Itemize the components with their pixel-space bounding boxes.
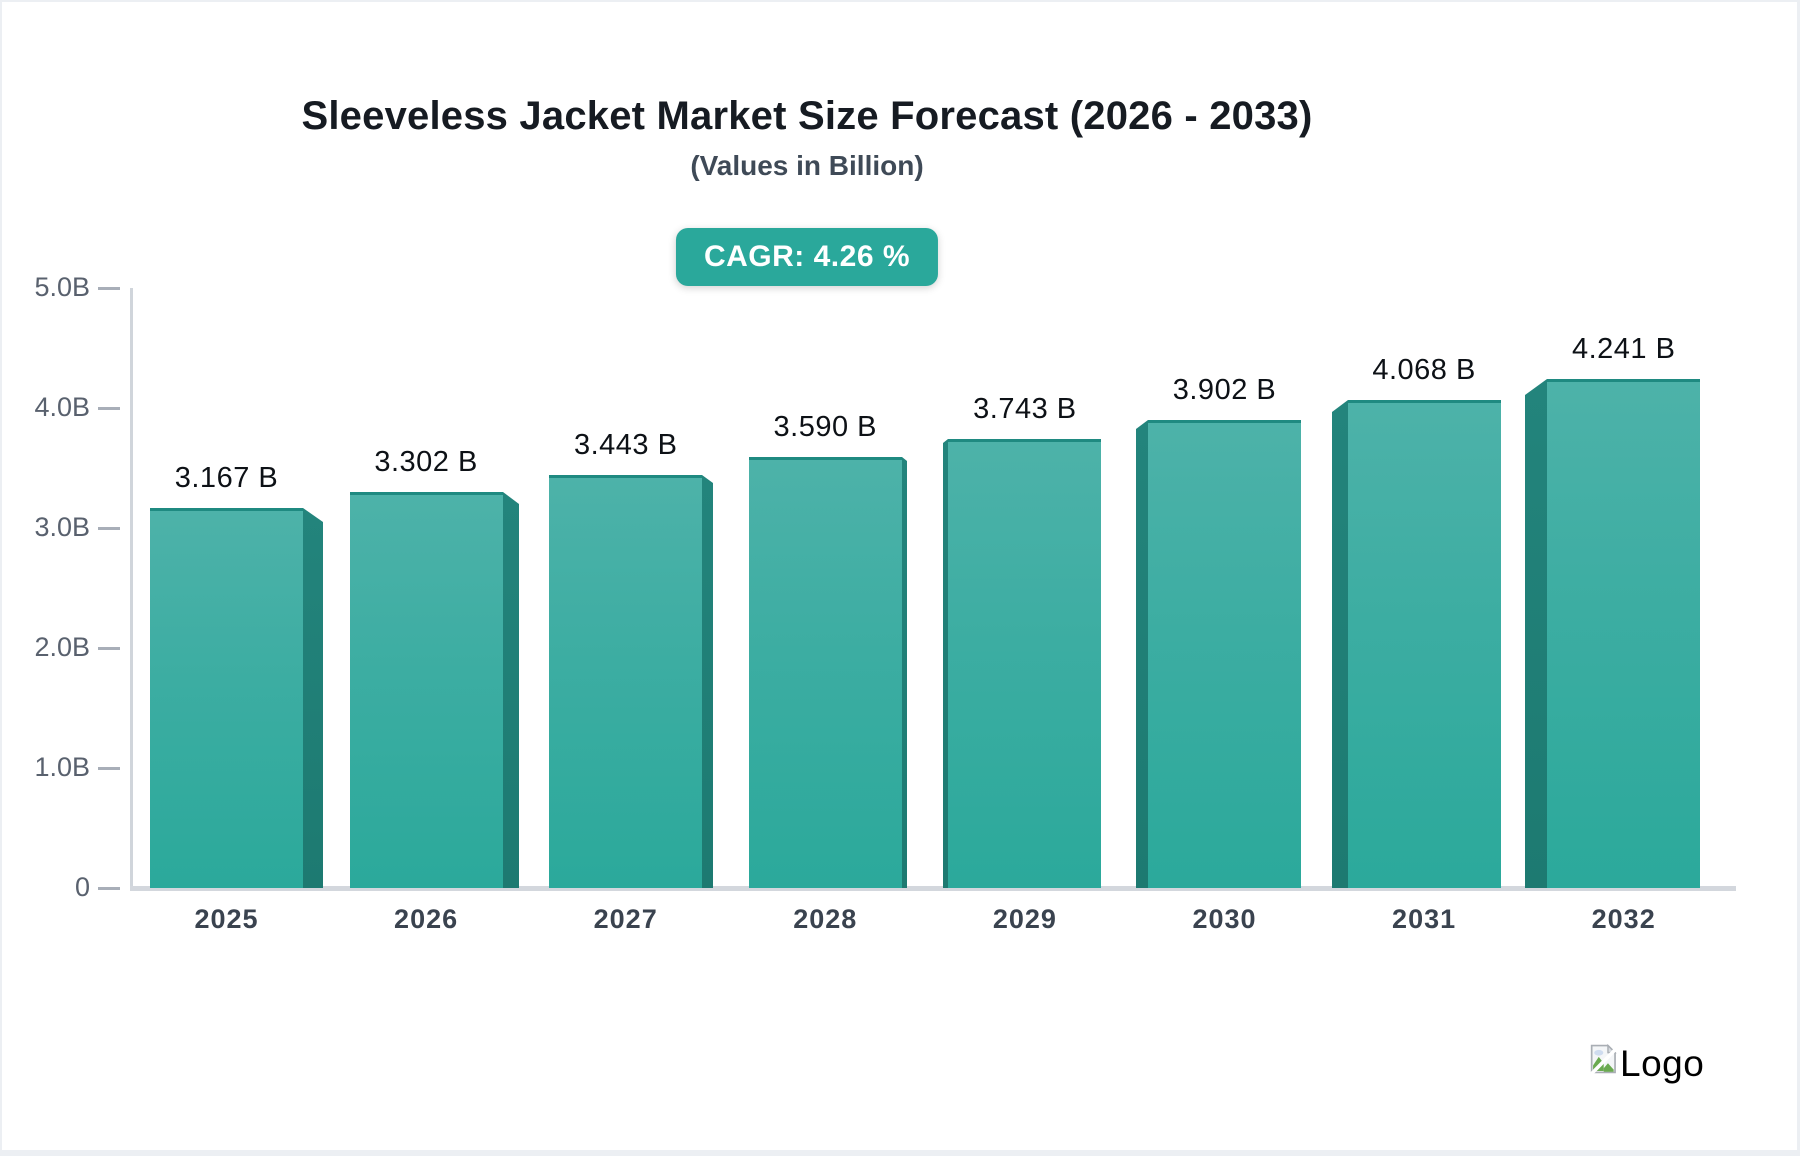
y-axis-label: 1.0B — [34, 752, 90, 782]
x-axis-label: 2028 — [793, 904, 858, 934]
bar-value-label: 3.167 B — [174, 462, 279, 494]
bar-side-face — [503, 492, 519, 888]
y-axis-label: 3.0B — [34, 512, 90, 542]
bar-side-face — [303, 508, 323, 888]
x-axis-label: 2029 — [992, 904, 1057, 934]
x-axis-label: 2032 — [1591, 904, 1656, 934]
bar-side-face — [1332, 400, 1348, 888]
logo-alt-text: Logo — [1620, 1043, 1705, 1084]
y-axis-tick — [98, 527, 120, 530]
bar-side-face — [902, 457, 907, 888]
x-axis-label: 2030 — [1192, 904, 1257, 934]
bar-value-label: 3.743 B — [973, 393, 1077, 425]
y-axis-tick — [98, 767, 120, 770]
y-axis-label: 5.0B — [34, 272, 90, 302]
bar-side-face — [1525, 379, 1547, 888]
bar — [1148, 420, 1301, 888]
bar — [948, 439, 1101, 888]
broken-image-icon — [1590, 1043, 1617, 1076]
chart-title: Sleeveless Jacket Market Size Forecast (… — [301, 94, 1313, 138]
x-axis-label: 2025 — [194, 904, 259, 934]
y-axis-tick — [98, 647, 120, 650]
bar-value-label: 3.902 B — [1172, 374, 1277, 406]
bar — [1348, 400, 1501, 888]
bar — [749, 457, 902, 888]
bar-value-label: 3.302 B — [374, 446, 478, 478]
chart-header: Sleeveless Jacket Market Size Forecast (… — [2, 94, 1612, 182]
bar-value-label: 3.590 B — [773, 411, 878, 443]
bar — [549, 475, 702, 888]
y-axis-tick — [98, 887, 120, 890]
bar — [150, 508, 303, 888]
y-axis-label: 2.0B — [34, 632, 90, 662]
bar-side-face — [943, 439, 948, 888]
y-axis-line — [130, 288, 133, 886]
logo: Logo — [1586, 1042, 1704, 1085]
x-axis-label: 2027 — [593, 904, 658, 934]
bar-side-face — [702, 475, 713, 888]
x-axis-label: 2031 — [1392, 904, 1457, 934]
bar-value-label: 4.241 B — [1571, 333, 1676, 365]
y-axis-label: 0 — [74, 872, 90, 902]
bar-side-face — [1136, 420, 1148, 888]
x-axis-baseline — [130, 886, 1736, 891]
chart-subtitle: (Values in Billion) — [690, 150, 924, 181]
x-axis-label: 2026 — [394, 904, 459, 934]
bar-value-label: 4.068 B — [1372, 354, 1476, 386]
bar-value-label: 3.443 B — [573, 429, 678, 461]
bar — [350, 492, 503, 888]
y-axis-label: 4.0B — [34, 392, 90, 422]
cagr-badge: CAGR: 4.26 % — [675, 228, 939, 286]
bar — [1547, 379, 1700, 888]
y-axis-tick — [98, 287, 120, 290]
y-axis-tick — [98, 407, 120, 410]
